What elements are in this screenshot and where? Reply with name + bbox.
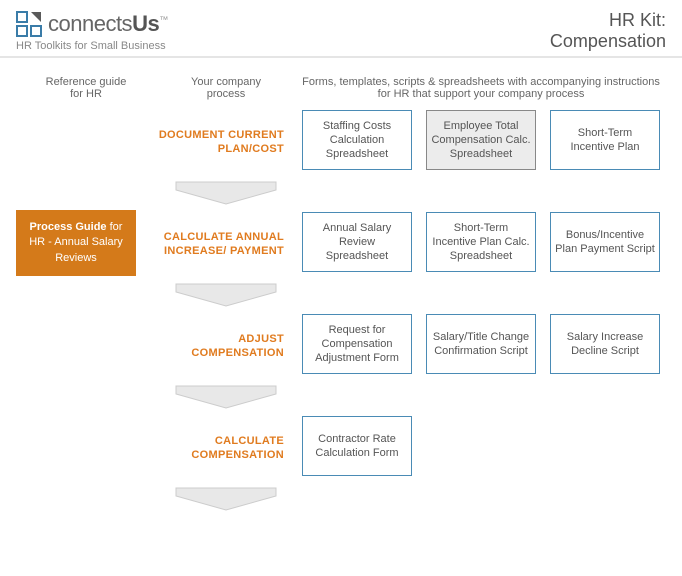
- form-box[interactable]: Contractor Rate Calculation Form: [302, 416, 412, 476]
- logo-text-1: connects: [48, 11, 132, 36]
- form-box[interactable]: Request for Compensation Adjustment Form: [302, 314, 412, 374]
- process-guide-bold: Process Guide: [30, 221, 107, 233]
- col-header-reference: Reference guide for HR: [16, 76, 156, 100]
- forms-column: Staffing Costs Calculation SpreadsheetEm…: [296, 110, 666, 518]
- step-label: CALCULATE COMPENSATION: [156, 416, 296, 480]
- spacer: [302, 174, 666, 212]
- form-row: Contractor Rate Calculation Form: [302, 416, 666, 480]
- form-row: Request for Compensation Adjustment Form…: [302, 314, 666, 378]
- arrow-gap: [156, 276, 296, 314]
- spacer: [302, 378, 666, 416]
- col-header-process: Your company process: [156, 76, 296, 100]
- process-column: DOCUMENT CURRENT PLAN/COST CALCULATE ANN…: [156, 110, 296, 518]
- logo-row: connectsUs™: [16, 10, 168, 38]
- arrow-gap: [156, 378, 296, 416]
- form-box[interactable]: Salary Increase Decline Script: [550, 314, 660, 374]
- form-box[interactable]: Salary/Title Change Confirmation Script: [426, 314, 536, 374]
- column-headers: Reference guide for HR Your company proc…: [0, 58, 682, 110]
- spacer: [302, 276, 666, 314]
- form-box[interactable]: Employee Total Compensation Calc. Spread…: [426, 110, 536, 170]
- form-row: Staffing Costs Calculation SpreadsheetEm…: [302, 110, 666, 174]
- form-box[interactable]: Annual Salary Review Spreadsheet: [302, 212, 412, 272]
- header: connectsUs™ HR Toolkits for Small Busine…: [0, 0, 682, 58]
- title-line2: Compensation: [550, 31, 666, 52]
- title-block: HR Kit: Compensation: [550, 10, 666, 52]
- main-grid: Process Guide for HR - Annual Salary Rev…: [0, 110, 682, 518]
- form-row: Annual Salary Review SpreadsheetShort-Te…: [302, 212, 666, 276]
- arrow-gap: [156, 480, 296, 518]
- tagline: HR Toolkits for Small Business: [16, 40, 168, 52]
- down-arrow-icon: [166, 180, 286, 206]
- spacer: [302, 480, 666, 518]
- form-box[interactable]: Short-Term Incentive Plan Calc. Spreadsh…: [426, 212, 536, 272]
- form-box[interactable]: Short-Term Incentive Plan: [550, 110, 660, 170]
- logo-block: connectsUs™ HR Toolkits for Small Busine…: [16, 10, 168, 52]
- reference-column: Process Guide for HR - Annual Salary Rev…: [16, 110, 156, 518]
- logo-tm: ™: [159, 15, 168, 25]
- logo-icon: [16, 10, 44, 38]
- step-label: ADJUST COMPENSATION: [156, 314, 296, 378]
- down-arrow-icon: [166, 282, 286, 308]
- step-label: DOCUMENT CURRENT PLAN/COST: [156, 110, 296, 174]
- logo-text: connectsUs™: [48, 11, 168, 37]
- form-box[interactable]: Staffing Costs Calculation Spreadsheet: [302, 110, 412, 170]
- title-line1: HR Kit:: [550, 10, 666, 31]
- form-box[interactable]: Bonus/Incentive Plan Payment Script: [550, 212, 660, 272]
- down-arrow-icon: [166, 384, 286, 410]
- down-arrow-icon: [166, 486, 286, 512]
- step-label: CALCULATE ANNUAL INCREASE/ PAYMENT: [156, 212, 296, 276]
- col-header-forms: Forms, templates, scripts & spreadsheets…: [296, 76, 666, 100]
- arrow-gap: [156, 174, 296, 212]
- logo-text-2: Us: [132, 11, 159, 36]
- process-guide-box[interactable]: Process Guide for HR - Annual Salary Rev…: [16, 210, 136, 276]
